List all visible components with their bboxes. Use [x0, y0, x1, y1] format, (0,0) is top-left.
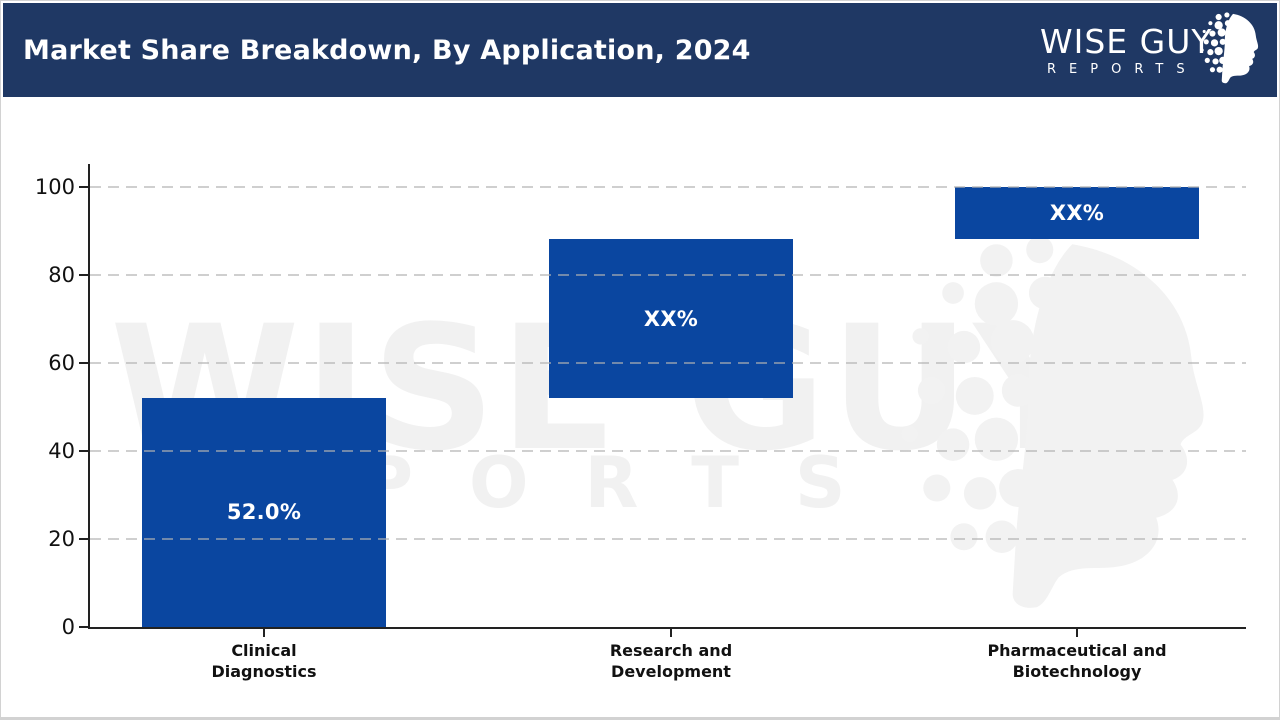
x-category-label-line: Biotechnology	[1012, 662, 1142, 681]
y-tick-80	[79, 273, 88, 276]
gridline-y-80	[90, 273, 1246, 276]
bar-segment-2: XX%	[549, 239, 793, 398]
gridline-y-40	[90, 449, 1246, 452]
x-category-label-line: Development	[611, 662, 731, 681]
bar-segment-1: 52.0%	[142, 397, 386, 627]
x-tick-3	[1076, 629, 1078, 637]
gridline-y-100	[90, 185, 1246, 188]
y-tick-label-80: 80	[48, 262, 75, 287]
x-category-label-line: Research and	[609, 641, 733, 660]
y-tick-0	[79, 626, 88, 628]
y-tick-label-0: 0	[61, 615, 75, 639]
y-tick-label-100: 100	[34, 174, 75, 199]
y-tick-60	[79, 361, 88, 364]
y-axis-line	[88, 164, 90, 629]
x-category-label-2: Research and Development	[521, 640, 821, 682]
bar-value-label: XX%	[1049, 200, 1105, 225]
gridline-y-20	[90, 537, 1246, 540]
bar-segment-3: XX%	[955, 186, 1199, 240]
x-category-label-3: Pharmaceutical and Biotechnology	[927, 640, 1227, 682]
logo-dotted-head-icon	[1200, 12, 1259, 84]
y-tick-label-40: 40	[48, 438, 75, 463]
x-tick-1	[263, 629, 265, 637]
x-category-label-line: Pharmaceutical and	[987, 641, 1167, 660]
logo-wiseguy-text: WISE GUY	[1040, 22, 1213, 61]
y-tick-label-60: 60	[48, 350, 75, 375]
header-bar: Market Share Breakdown, By Application, …	[3, 3, 1277, 97]
x-category-label-line: Clinical	[231, 641, 297, 660]
y-tick-20	[79, 537, 88, 540]
x-axis-line	[88, 627, 1246, 629]
y-tick-label-20: 20	[48, 526, 75, 551]
bar-value-label: 52.0%	[226, 500, 302, 525]
page-title: Market Share Breakdown, By Application, …	[23, 34, 751, 66]
bar-value-label: XX%	[643, 306, 699, 331]
logo-reports-text: REPORTS	[1047, 62, 1198, 77]
x-category-label-1: Clinical Diagnostics	[114, 640, 414, 682]
y-tick-100	[79, 185, 88, 188]
x-category-label-line: Diagnostics	[211, 662, 317, 681]
x-tick-2	[670, 629, 672, 637]
gridline-y-60	[90, 361, 1246, 364]
y-tick-40	[79, 449, 88, 452]
